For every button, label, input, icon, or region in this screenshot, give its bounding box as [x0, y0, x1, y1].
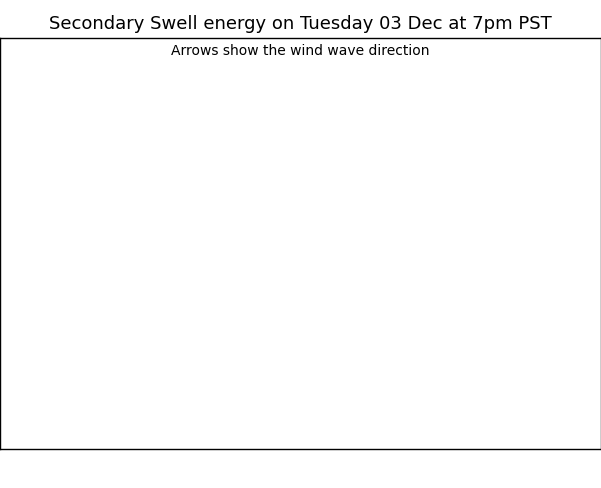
Text: Secondary Swell energy on Tuesday 03 Dec at 7pm PST: Secondary Swell energy on Tuesday 03 Dec…	[49, 15, 552, 33]
Text: Arrows show the wind wave direction: Arrows show the wind wave direction	[171, 44, 430, 58]
